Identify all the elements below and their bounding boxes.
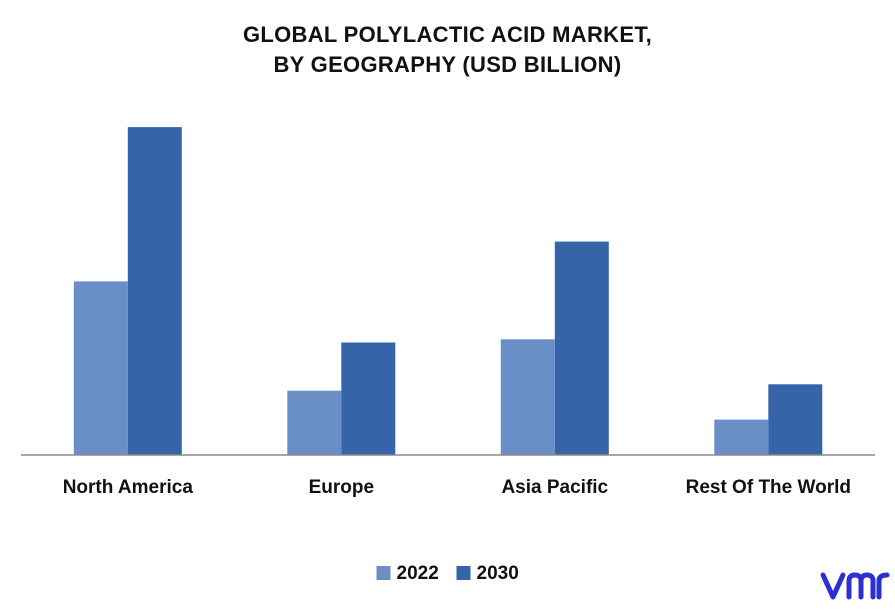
category-labels-group: North America Europe Asia Pacific Rest Of T…	[63, 477, 851, 498]
bar-2030-europe	[341, 342, 396, 455]
bar-2022-rest-of-the-world	[714, 419, 769, 455]
bar-2030-rest-of-the-world	[768, 384, 823, 455]
legend-label-2022: 2022	[397, 563, 439, 584]
bar-2022-europe	[287, 390, 342, 455]
category-label-north-america: North America	[63, 477, 194, 498]
vmr-logo-icon	[820, 572, 890, 600]
chart-title-line-2: BY GEOGRAPHY (USD BILLION)	[273, 52, 622, 77]
legend: 2022 2030	[376, 563, 519, 584]
bars-group	[73, 127, 823, 455]
legend-swatch-2022	[376, 566, 391, 580]
bar-2022-north-america	[73, 281, 128, 455]
bar-2030-asia-pacific	[554, 241, 609, 455]
bar-2022-asia-pacific	[500, 339, 555, 455]
category-label-europe: Europe	[309, 477, 374, 498]
legend-label-2030: 2030	[477, 563, 519, 584]
bar-2030-north-america	[127, 127, 182, 455]
chart-title-line-1: GLOBAL POLYLACTIC ACID MARKET,	[242, 22, 653, 47]
chart-title: GLOBAL POLYLACTIC ACID MARKET, BY GEOGRA…	[0, 20, 895, 80]
category-label-asia-pacific: Asia Pacific	[501, 477, 608, 498]
category-label-rest-of-the-world: Rest Of The World	[686, 477, 851, 498]
legend-swatch-2030	[456, 566, 471, 580]
